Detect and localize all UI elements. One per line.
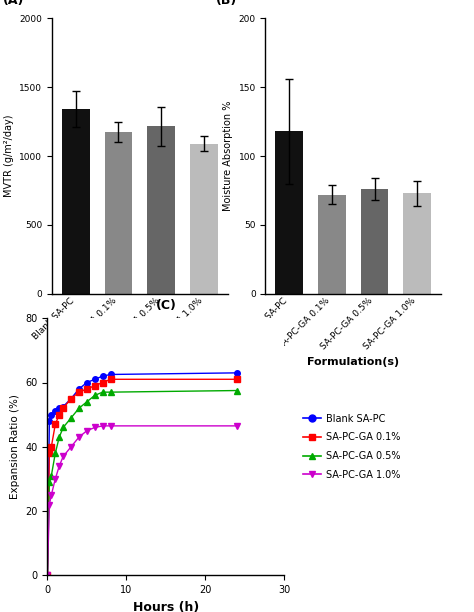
Blank SA-PC [60, 403, 66, 410]
SA-PC-GA 0.5% [76, 405, 82, 412]
SA-PC-GA 0.1% [53, 420, 58, 428]
SA-PC-GA 0.5% [100, 389, 106, 396]
Bar [105, 132, 132, 294]
Bar [62, 109, 90, 294]
Bar [147, 127, 175, 294]
SA-PC-GA 0.1% [92, 382, 98, 389]
Blank SA-PC [46, 417, 52, 425]
Text: (B): (B) [216, 0, 237, 7]
SA-PC-GA 1.0% [45, 572, 50, 579]
SA-PC-GA 1.0% [234, 422, 240, 430]
SA-PC-GA 0.1% [76, 389, 82, 396]
Bar [190, 144, 218, 294]
Y-axis label: Expansion Ratio (%): Expansion Ratio (%) [10, 394, 20, 499]
SA-PC-GA 1.0% [53, 475, 58, 482]
SA-PC-GA 0.1% [84, 386, 90, 393]
Y-axis label: MVTR (g/m²/day): MVTR (g/m²/day) [4, 115, 14, 197]
SA-PC-GA 0.5% [53, 449, 58, 457]
SA-PC-GA 1.0% [48, 491, 54, 499]
SA-PC-GA 1.0% [56, 463, 62, 470]
SA-PC-GA 0.5% [68, 414, 74, 422]
Text: (C): (C) [155, 299, 176, 312]
Blank SA-PC [48, 411, 54, 419]
SA-PC-GA 0.1% [68, 395, 74, 402]
SA-PC-GA 0.5% [108, 389, 113, 396]
SA-PC-GA 0.5% [60, 424, 66, 431]
Line: SA-PC-GA 0.5%: SA-PC-GA 0.5% [45, 388, 240, 578]
X-axis label: Formulation(s): Formulation(s) [307, 357, 399, 367]
Blank SA-PC [84, 379, 90, 386]
Y-axis label: Moisture Absorption %: Moisture Absorption % [223, 101, 233, 211]
SA-PC-GA 0.1% [46, 449, 52, 457]
Blank SA-PC [68, 395, 74, 402]
Bar [361, 189, 388, 294]
Bar [275, 132, 303, 294]
Blank SA-PC [76, 386, 82, 393]
SA-PC-GA 1.0% [84, 427, 90, 435]
Line: SA-PC-GA 1.0%: SA-PC-GA 1.0% [45, 423, 240, 578]
Bar [318, 195, 346, 294]
Blank SA-PC [53, 408, 58, 415]
SA-PC-GA 0.5% [234, 387, 240, 394]
Blank SA-PC [234, 369, 240, 376]
SA-PC-GA 0.1% [48, 443, 54, 450]
Bar [403, 193, 431, 294]
Blank SA-PC [45, 572, 50, 579]
SA-PC-GA 0.5% [84, 398, 90, 406]
SA-PC-GA 0.1% [108, 376, 113, 383]
Line: Blank SA-PC: Blank SA-PC [45, 370, 240, 578]
SA-PC-GA 1.0% [92, 424, 98, 431]
X-axis label: Hours (h): Hours (h) [133, 600, 199, 612]
Blank SA-PC [100, 372, 106, 379]
SA-PC-GA 0.5% [56, 433, 62, 441]
Blank SA-PC [56, 405, 62, 412]
SA-PC-GA 1.0% [46, 501, 52, 508]
Blank SA-PC [108, 371, 113, 378]
SA-PC-GA 0.1% [234, 376, 240, 383]
SA-PC-GA 0.1% [56, 411, 62, 419]
SA-PC-GA 1.0% [60, 453, 66, 460]
SA-PC-GA 0.5% [45, 572, 50, 579]
SA-PC-GA 0.5% [48, 472, 54, 479]
SA-PC-GA 0.1% [100, 379, 106, 386]
SA-PC-GA 0.1% [60, 405, 66, 412]
Line: SA-PC-GA 0.1%: SA-PC-GA 0.1% [45, 376, 240, 578]
SA-PC-GA 0.1% [45, 572, 50, 579]
Legend: Blank SA-PC, SA-PC-GA 0.1%, SA-PC-GA 0.5%, SA-PC-GA 1.0%: Blank SA-PC, SA-PC-GA 0.1%, SA-PC-GA 0.5… [303, 414, 401, 480]
Text: (A): (A) [3, 0, 24, 7]
Blank SA-PC [92, 376, 98, 383]
SA-PC-GA 1.0% [108, 422, 113, 430]
SA-PC-GA 1.0% [68, 443, 74, 450]
X-axis label: Formulation(s): Formulation(s) [94, 357, 186, 367]
SA-PC-GA 1.0% [100, 422, 106, 430]
SA-PC-GA 0.5% [92, 392, 98, 399]
SA-PC-GA 1.0% [76, 433, 82, 441]
SA-PC-GA 0.5% [46, 479, 52, 486]
